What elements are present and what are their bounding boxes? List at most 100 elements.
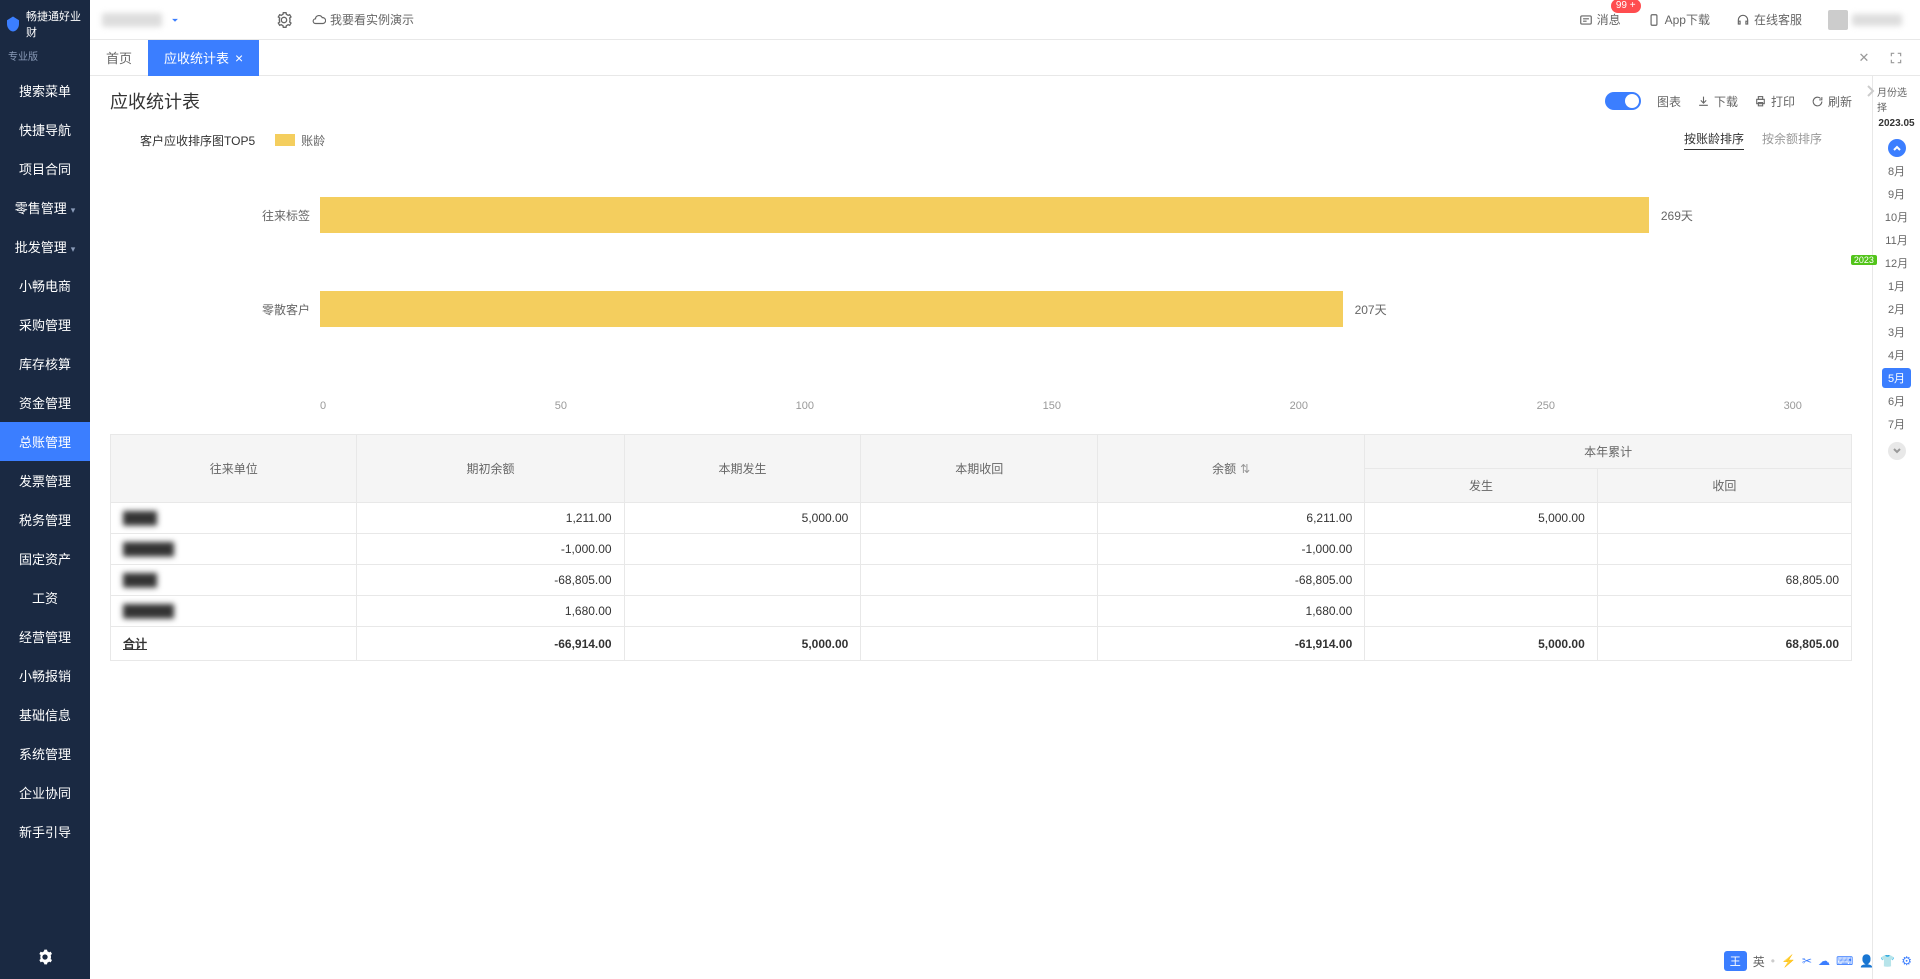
sidebar-item-invoice[interactable]: 发票管理 — [0, 461, 90, 500]
month-item-11月[interactable]: 11月 — [1879, 230, 1913, 250]
chart-toggle[interactable] — [1605, 92, 1641, 110]
collapse-month-panel-button[interactable] — [1865, 82, 1875, 98]
sidebar-item-guide[interactable]: 新手引导 — [0, 812, 90, 851]
tab-close-icon[interactable]: × — [235, 50, 243, 66]
month-prev-button[interactable] — [1888, 139, 1906, 157]
ime-lang[interactable]: 英 — [1753, 953, 1765, 970]
x-tick: 250 — [1537, 400, 1555, 412]
sidebar-item-basic[interactable]: 基础信息 — [0, 695, 90, 734]
brand-name: 畅捷通好业财 — [26, 8, 86, 40]
print-button[interactable]: 打印 — [1754, 93, 1795, 110]
ime-badge[interactable]: 王 — [1724, 951, 1747, 971]
month-item-8月[interactable]: 8月 — [1882, 161, 1911, 181]
refresh-button[interactable]: 刷新 — [1811, 93, 1852, 110]
table-row[interactable]: ████-68,805.00-68,805.0068,805.00 — [111, 565, 1852, 596]
cell-balance: -68,805.00 — [1098, 565, 1365, 596]
th-received[interactable]: 本期收回 — [861, 435, 1098, 503]
chart-bar[interactable] — [320, 291, 1343, 327]
tray-wifi-icon[interactable]: ⚡ — [1781, 954, 1796, 968]
sidebar-item-system[interactable]: 系统管理 — [0, 734, 90, 773]
sidebar-item-assets[interactable]: 固定资产 — [0, 539, 90, 578]
tray-person-icon[interactable]: 👤 — [1859, 954, 1874, 968]
sidebar: 畅捷通好业财 专业版 搜索菜单快捷导航项目合同零售管理批发管理小畅电商采购管理库… — [0, 0, 90, 979]
sidebar-item-search[interactable]: 搜索菜单 — [0, 71, 90, 110]
month-item-6月[interactable]: 6月 — [1882, 391, 1911, 411]
cell-occurred: 5,000.00 — [624, 503, 861, 534]
month-item-3月[interactable]: 3月 — [1882, 322, 1911, 342]
table-row[interactable]: ████1,211.005,000.006,211.005,000.00 — [111, 503, 1852, 534]
logo-icon — [4, 15, 22, 33]
tray-cloud-icon[interactable]: ☁ — [1818, 954, 1830, 968]
cell-unit: ██████ — [111, 534, 357, 565]
cell-received — [861, 565, 1098, 596]
messages-button[interactable]: 消息 99 + — [1573, 7, 1627, 32]
sort-option-0[interactable]: 按账龄排序 — [1684, 130, 1744, 150]
sidebar-item-tax[interactable]: 税务管理 — [0, 500, 90, 539]
sidebar-item-funds[interactable]: 资金管理 — [0, 383, 90, 422]
cell-ytd_received — [1597, 534, 1851, 565]
x-tick: 0 — [320, 400, 326, 412]
download-button[interactable]: 下载 — [1697, 93, 1738, 110]
sidebar-item-inventory[interactable]: 库存核算 — [0, 344, 90, 383]
table-row[interactable]: ██████-1,000.00-1,000.00 — [111, 534, 1852, 565]
th-ytd[interactable]: 本年累计 — [1365, 435, 1852, 469]
tray-scissors-icon[interactable]: ✂ — [1802, 954, 1812, 968]
user-menu[interactable] — [1822, 6, 1908, 34]
company-name — [102, 13, 162, 27]
th-ytd-received[interactable]: 收回 — [1597, 469, 1851, 503]
table-row[interactable]: ██████1,680.001,680.00 — [111, 596, 1852, 627]
sort-option-1[interactable]: 按余额排序 — [1762, 130, 1822, 150]
tab-首页[interactable]: 首页 — [90, 40, 148, 76]
sidebar-item-wholesale[interactable]: 批发管理 — [0, 227, 90, 266]
sidebar-item-quicknav[interactable]: 快捷导航 — [0, 110, 90, 149]
month-item-1月[interactable]: 1月 — [1882, 276, 1911, 296]
chevron-up-icon — [1892, 143, 1902, 153]
month-item-12月[interactable]: 12月 — [1879, 253, 1914, 273]
message-badge: 99 + — [1611, 0, 1641, 13]
customer-service-button[interactable]: 在线客服 — [1730, 7, 1808, 32]
tab-close-all-button[interactable]: ✕ — [1852, 46, 1876, 70]
company-selector[interactable] — [102, 13, 262, 27]
cell-ytd_occurred — [1365, 534, 1598, 565]
cell-opening: 1,211.00 — [357, 503, 624, 534]
sidebar-item-purchase[interactable]: 采购管理 — [0, 305, 90, 344]
demo-link[interactable]: 我要看实例演示 — [306, 7, 420, 32]
month-item-2月[interactable]: 2月 — [1882, 299, 1911, 319]
chart-bar-value: 207天 — [1355, 301, 1387, 318]
sidebar-item-salary[interactable]: 工资 — [0, 578, 90, 617]
cell-received — [861, 503, 1098, 534]
month-item-4月[interactable]: 4月 — [1882, 345, 1911, 365]
th-occurred[interactable]: 本期发生 — [624, 435, 861, 503]
th-opening[interactable]: 期初余额 — [357, 435, 624, 503]
tray-gear-icon[interactable]: ⚙ — [1901, 954, 1912, 968]
tray-shirt-icon[interactable]: 👕 — [1880, 954, 1895, 968]
month-item-9月[interactable]: 9月 — [1882, 184, 1911, 204]
app-download-button[interactable]: App下载 — [1641, 7, 1716, 32]
cell-unit: ████ — [111, 503, 357, 534]
page-title: 应收统计表 — [110, 88, 200, 114]
month-item-10月[interactable]: 10月 — [1879, 207, 1914, 227]
sidebar-settings-button[interactable] — [0, 934, 90, 979]
sidebar-item-ecom[interactable]: 小畅电商 — [0, 266, 90, 305]
cell-occurred — [624, 534, 861, 565]
tab-应收统计表[interactable]: 应收统计表× — [148, 40, 259, 76]
topbar: 我要看实例演示 消息 99 + App下载 在线客服 — [90, 0, 1920, 40]
sidebar-item-collab[interactable]: 企业协同 — [0, 773, 90, 812]
month-item-7月[interactable]: 7月 — [1882, 414, 1911, 434]
fullscreen-button[interactable] — [1884, 46, 1908, 70]
th-ytd-occurred[interactable]: 发生 — [1365, 469, 1598, 503]
sidebar-item-ledger[interactable]: 总账管理 — [0, 422, 90, 461]
th-balance[interactable]: 余额⇅ — [1098, 435, 1365, 503]
sidebar-item-expense[interactable]: 小畅报销 — [0, 656, 90, 695]
legend-swatch — [275, 134, 295, 146]
sidebar-item-biz[interactable]: 经营管理 — [0, 617, 90, 656]
tray-keyboard-icon[interactable]: ⌨ — [1836, 954, 1853, 968]
chart-bar[interactable] — [320, 197, 1649, 233]
th-unit[interactable]: 往来单位 — [111, 435, 357, 503]
month-item-5月[interactable]: 5月 — [1882, 368, 1911, 388]
sidebar-item-retail[interactable]: 零售管理 — [0, 188, 90, 227]
month-next-button[interactable] — [1888, 442, 1906, 460]
settings-icon-button[interactable] — [270, 8, 298, 32]
phone-icon — [1647, 13, 1661, 27]
sidebar-item-project[interactable]: 项目合同 — [0, 149, 90, 188]
